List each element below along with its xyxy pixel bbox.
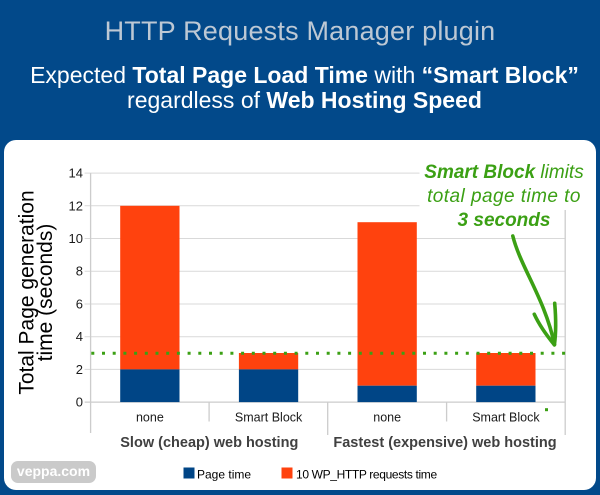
svg-text:14: 14 xyxy=(69,166,83,181)
svg-text:Smart Block: Smart Block xyxy=(235,410,303,424)
svg-text:Fastest (expensive) web hostin: Fastest (expensive) web hosting xyxy=(333,435,556,451)
svg-text:none: none xyxy=(136,410,164,424)
svg-text:Total Page generation: Total Page generation xyxy=(16,190,39,394)
svg-text:8: 8 xyxy=(76,264,83,279)
svg-text:0: 0 xyxy=(76,395,83,410)
svg-text:10 WP_HTTP requests time: 10 WP_HTTP requests time xyxy=(296,468,437,482)
svg-text:6: 6 xyxy=(76,297,83,312)
svg-text:4: 4 xyxy=(76,329,83,344)
svg-text:10: 10 xyxy=(69,231,83,246)
svg-text:2: 2 xyxy=(76,362,83,377)
svg-text:Smart Block: Smart Block xyxy=(472,410,540,424)
svg-text:Page time: Page time xyxy=(197,468,251,482)
svg-text:Slow (cheap) web hosting: Slow (cheap) web hosting xyxy=(120,435,298,451)
svg-text:time (seconds): time (seconds) xyxy=(34,224,57,362)
svg-text:12: 12 xyxy=(69,198,83,213)
svg-text:none: none xyxy=(373,410,401,424)
